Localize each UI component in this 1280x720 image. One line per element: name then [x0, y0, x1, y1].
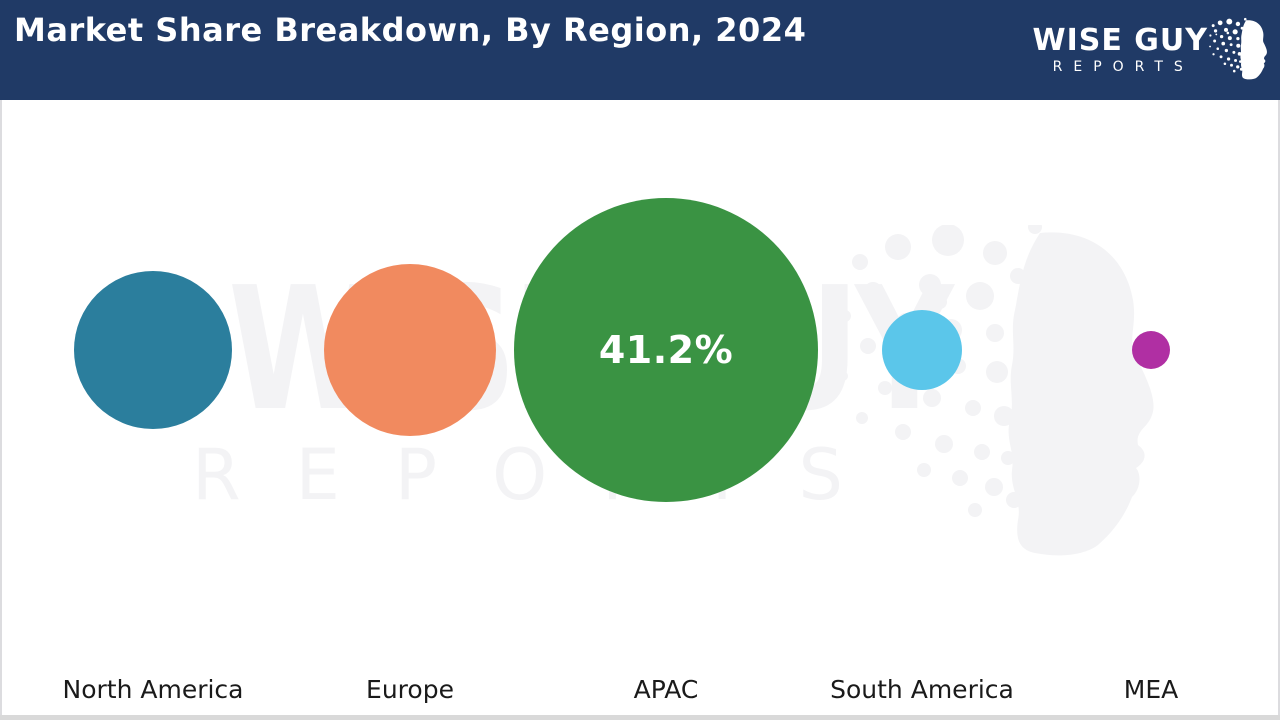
bubble-apac: 41.2% [514, 198, 818, 502]
brand-logo-text: WISE GUY REPORTS [1032, 23, 1208, 76]
bubble-europe [324, 264, 496, 436]
chart-frame-border-left [0, 100, 2, 716]
chart-frame-border-right [1278, 100, 1280, 716]
category-label-apac: APAC [633, 675, 699, 704]
page-title: Market Share Breakdown, By Region, 2024 [14, 11, 807, 49]
bubble-mea [1132, 331, 1170, 369]
category-label-europe: Europe [366, 675, 454, 704]
category-label-mea: MEA [1123, 675, 1179, 704]
brand-logo: WISE GUY REPORTS [1032, 0, 1270, 100]
brand-tagline: REPORTS [1052, 59, 1194, 75]
wiseguy-face-icon [1204, 11, 1270, 89]
bubble-south-america [882, 310, 962, 390]
brand-name: WISE GUY [1032, 23, 1208, 58]
wiseguy-face-watermark [810, 225, 1170, 565]
bubble-chart: WISE GUY REPORTS North AmericaEurope41.2… [0, 100, 1280, 715]
header-bar: Market Share Breakdown, By Region, 2024 … [0, 0, 1280, 100]
category-label-south-america: South America [830, 675, 1014, 704]
bubble-value-label-apac: 41.2% [598, 328, 734, 372]
watermark-tagline-text: REPORTS [192, 434, 898, 516]
chart-frame-border-bottom [0, 715, 1280, 720]
bubble-north-america [74, 271, 232, 429]
category-label-north-america: North America [62, 675, 244, 704]
